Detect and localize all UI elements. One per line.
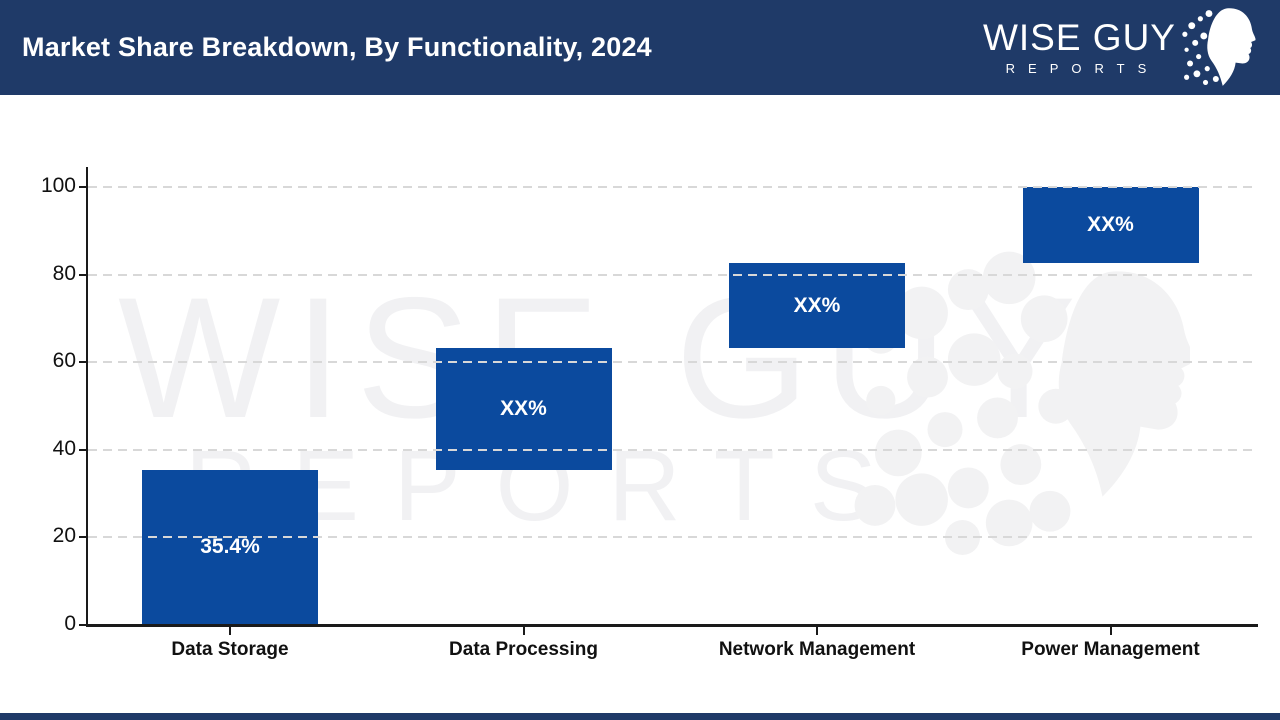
- x-axis-tick: [816, 627, 818, 635]
- y-axis-tick: [79, 273, 88, 276]
- brand-logo: WISE GUY REPORTS: [983, 5, 1266, 91]
- y-axis-tick-label: 0: [64, 612, 76, 635]
- y-axis-tick-label: 40: [52, 436, 76, 460]
- watermark-face-icon: [854, 251, 1190, 555]
- y-axis-tick-label: 20: [52, 524, 76, 548]
- y-axis-tick-label: 80: [52, 261, 76, 285]
- gridline-60: [88, 361, 1258, 364]
- bar-value-label: XX%: [793, 293, 841, 317]
- bar-segment: [142, 469, 318, 625]
- y-axis-tick-label: 100: [40, 174, 76, 197]
- brand-name: WISE GUY: [982, 17, 1176, 58]
- x-axis-category-label: Data Processing: [449, 639, 598, 660]
- y-axis-line: [86, 167, 88, 627]
- gridline-20: [88, 536, 1258, 539]
- gridline-100: [88, 186, 1258, 188]
- y-axis-tick: [79, 624, 88, 626]
- x-axis-line: [86, 624, 1258, 627]
- bar-segment: [729, 263, 905, 349]
- footer-bar: [0, 713, 1280, 720]
- bar-value-label: XX%: [500, 397, 547, 421]
- y-axis-tick: [79, 186, 88, 188]
- x-axis-category-label: Power Management: [1021, 639, 1200, 660]
- brand-subname: REPORTS: [1005, 61, 1160, 76]
- bar-segment: [1022, 187, 1199, 264]
- y-axis-tick: [79, 361, 88, 364]
- y-axis-tick: [79, 536, 88, 539]
- y-axis-tick-label: 60: [52, 349, 76, 373]
- brand-logo-text: WISE GUY REPORTS: [983, 19, 1176, 76]
- x-axis-tick: [522, 627, 525, 635]
- gridline-80: [88, 273, 1258, 276]
- brand-face-icon: [1182, 7, 1256, 86]
- bar-value-label: XX%: [1087, 213, 1134, 237]
- x-axis-tick: [1109, 627, 1112, 635]
- bar-value-label: 35.4%: [200, 535, 260, 559]
- x-axis-category-label: Network Management: [718, 639, 916, 660]
- header-bar: Market Share Breakdown, By Functionality…: [0, 0, 1280, 95]
- page-title: Market Share Breakdown, By Functionality…: [22, 32, 652, 62]
- gridline-40: [88, 448, 1258, 451]
- x-axis-category-label: Data Storage: [171, 639, 289, 660]
- y-axis-tick: [79, 448, 88, 451]
- x-axis-tick: [229, 627, 231, 635]
